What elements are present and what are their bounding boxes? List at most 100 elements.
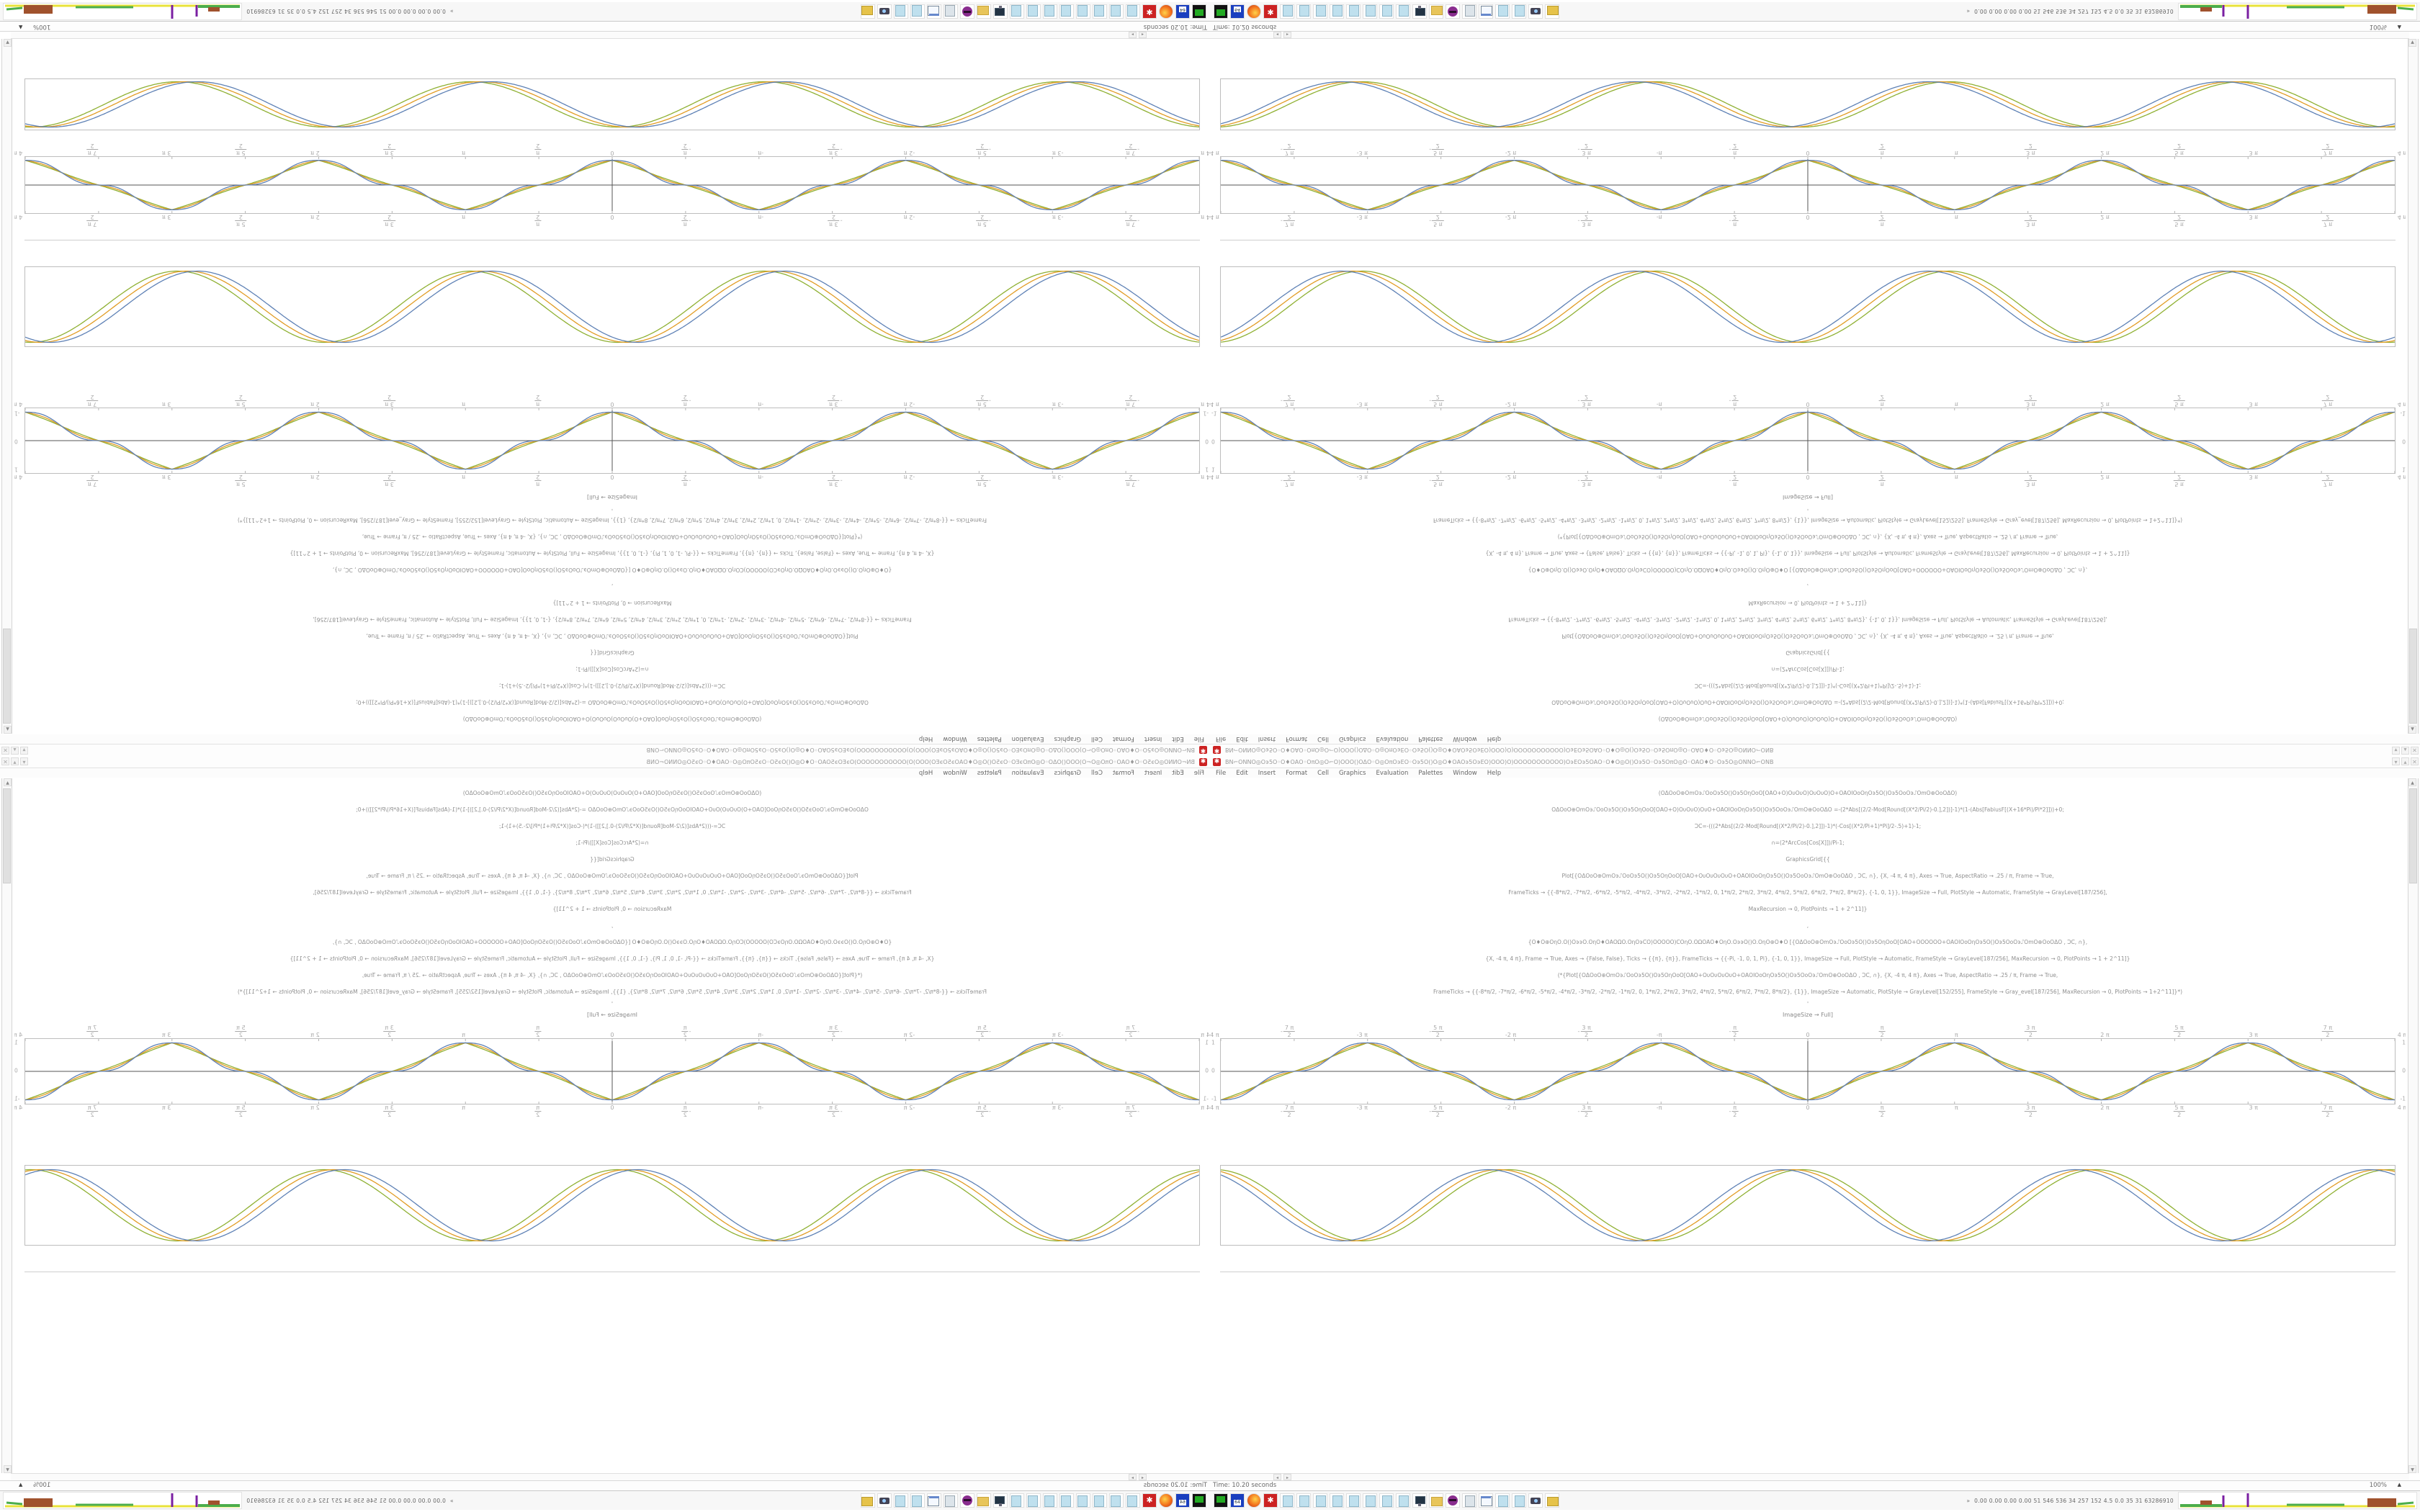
magnification-value[interactable]: 100% <box>2369 23 2387 30</box>
horizontal-scrollbar[interactable]: ◂ ▸ <box>11 31 1210 39</box>
scroll-left-icon[interactable]: ◂ <box>1139 1474 1147 1480</box>
notebook-doc-icon[interactable] <box>1076 1493 1090 1508</box>
notebook-doc-icon[interactable] <box>1495 4 1510 19</box>
mathematica-icon[interactable]: ✱ <box>1142 1493 1157 1508</box>
imagesize-caption[interactable]: ImageSize → Full] <box>586 1012 638 1018</box>
minimize-button[interactable]: ▾ <box>2392 747 2400 755</box>
magnification-arrow-icon[interactable]: ▲ <box>2397 1482 2401 1488</box>
menu-item-help[interactable]: Help <box>918 735 933 743</box>
screenshot-icon[interactable] <box>1528 4 1543 19</box>
code-cell-line[interactable]: FrameTicks → {{-8*π/2, -7*π/2, -6*π/2, -… <box>237 517 987 523</box>
code-cell-line[interactable]: ϽC=-(((2*Abs[(2/2-Mod[Round[(X*2/Pi/2)-0… <box>498 683 726 689</box>
code-cell-line[interactable]: {X, -4 π, 4 π}, Frame → True, Axes → {Fa… <box>290 955 935 962</box>
media-player-icon[interactable] <box>1446 4 1460 19</box>
code-cell-line[interactable]: {X, -4 π, 4 π}, Frame → True, Axes → {Fa… <box>1485 955 2130 962</box>
screenshot-icon[interactable] <box>1528 1493 1543 1508</box>
code-cell-line[interactable]: , <box>611 922 614 929</box>
code-cell-line[interactable]: (*{Plot[{ΟΔΟοΟ⊕ΟmΟ϶⑀ΟοΟ϶5Ο()Ο϶5ΟηΟοΟ[ΟΑΟ… <box>1557 534 2058 540</box>
menu-item-cell[interactable]: Cell <box>1091 769 1103 777</box>
notebook-doc-icon[interactable] <box>1346 1493 1361 1508</box>
mathematica-icon[interactable]: ✱ <box>1263 1493 1278 1508</box>
window-titlebar[interactable]: ✱ ΒΝ⌐ΟΝΝΟ◎Ο϶5Ο◦Ο♦ΟΑΟ◦ΟπΟ◎Ο⌐Ο)ΟΟΟ()ΟΔΟ◦Ο◎… <box>0 744 1210 756</box>
notebook-doc-icon[interactable] <box>1363 4 1377 19</box>
code-cell-line[interactable]: ' <box>611 1001 614 1007</box>
code-cell-line[interactable]: Plot[{ΟΔΟοΟ⊕ΟmΟ϶⑀ΟοΟ϶5Ο()Ο϶5ΟηΟοΟ[ΟΑΟ+Ου… <box>366 873 859 879</box>
code-cell-line[interactable]: ΟΔΟοΟ⊕ΟmΟ϶⑀ΟοΟ϶5Ο()Ο϶5ΟηΟοΟ[ΟΑΟ+Ο)ΟυΟυΟ)… <box>1551 699 2064 706</box>
notebook-doc-icon[interactable] <box>1043 4 1057 19</box>
code-cell-line[interactable]: MaxRecursion → 0, PlotPoints → 1 + 2^11]… <box>552 600 672 606</box>
notebook-doc-icon[interactable] <box>1126 4 1140 19</box>
code-cell-line[interactable]: GraphicsGrid[{{ <box>1785 649 1830 656</box>
code-cell-line[interactable]: (ΟΔΟοΟ⊕ΟmΟ϶⑀ΟοΟ϶5Ο()Ο϶5ΟηΟοΟ[ΟΑΟ+Ο)ΟυΟυΟ… <box>462 716 762 722</box>
vertical-scrollbar[interactable]: ▲ ▼ <box>1 778 12 1473</box>
monitor-icon[interactable] <box>993 4 1008 19</box>
maximize-button[interactable]: ▴ <box>2401 747 2409 755</box>
scroll-left-icon[interactable]: ◂ <box>1273 1474 1281 1480</box>
code-cell-line[interactable]: GraphicsGrid[{{ <box>590 649 635 656</box>
document-viewer-icon[interactable] <box>1462 1493 1476 1508</box>
scroll-down-icon[interactable]: ▼ <box>4 1465 12 1473</box>
notebook-doc-icon[interactable] <box>1010 4 1024 19</box>
vertical-scroll-thumb[interactable] <box>2409 788 2417 883</box>
code-cell-line[interactable]: FrameTicks → {{-8*π/2, -7*π/2, -6*π/2, -… <box>237 989 987 995</box>
menu-item-format[interactable]: Format <box>1112 735 1134 743</box>
tray-expand-icon[interactable]: » <box>449 1497 454 1504</box>
notebook-doc-icon[interactable] <box>1026 1493 1041 1508</box>
menu-item-graphics[interactable]: Graphics <box>1054 735 1082 743</box>
notebook-doc-icon[interactable] <box>1280 1493 1294 1508</box>
code-cell-line[interactable]: ' <box>1806 1001 1809 1007</box>
folder-icon[interactable] <box>977 4 991 19</box>
code-cell-line[interactable]: FrameTicks → {{-8*π/2, -7*π/2, -6*π/2, -… <box>1433 989 2183 995</box>
code-cell-line[interactable]: ∩=(2*ArcCos[Cos[X]])/Pi-1; <box>575 666 649 672</box>
code-cell-line[interactable]: ΟΔΟοΟ⊕ΟmΟ϶⑀ΟοΟ϶5Ο()Ο϶5ΟηΟοΟ[ΟΑΟ+Ο)ΟυΟυΟ)… <box>1551 806 2064 813</box>
scroll-up-icon[interactable]: ▲ <box>2408 726 2416 734</box>
code-cell-line[interactable]: , <box>1806 922 1809 929</box>
tray-expand-icon[interactable]: » <box>1966 8 1971 15</box>
code-cell-line[interactable]: Plot[{ΟΔΟοΟ⊕ΟmΟ϶⑀ΟοΟ϶5Ο()Ο϶5ΟηΟοΟ[ΟΑΟ+Ου… <box>1561 633 2054 639</box>
code-cell-line[interactable]: (ΟΔΟοΟ⊕ΟmΟ϶⑀ΟοΟ϶5Ο()Ο϶5ΟηΟοΟ[ΟΑΟ+Ο)ΟυΟυΟ… <box>1658 790 1958 796</box>
menu-item-format[interactable]: Format <box>1112 769 1134 777</box>
code-cell-line[interactable]: FrameTicks → {{-8*π/2, -7*π/2, -6*π/2, -… <box>1433 517 2183 523</box>
menu-item-edit[interactable]: Edit <box>1236 769 1248 777</box>
vertical-scrollbar[interactable]: ▲ ▼ <box>2408 39 2419 734</box>
notebook-doc-icon[interactable] <box>1059 1493 1074 1508</box>
notebook-doc-icon[interactable] <box>894 1493 908 1508</box>
notebook-doc-icon[interactable] <box>1346 4 1361 19</box>
magnification-value[interactable]: 100% <box>33 1482 51 1489</box>
notebook-doc-icon[interactable] <box>1280 4 1294 19</box>
scroll-up-icon[interactable]: ▲ <box>4 726 12 734</box>
code-cell-line[interactable]: ∩=(2*ArcCos[Cos[X]])/Pi-1; <box>1771 840 1845 846</box>
notebook-doc-icon[interactable] <box>1296 4 1311 19</box>
menu-item-insert[interactable]: Insert <box>1144 769 1162 777</box>
notebook-doc-icon[interactable] <box>1093 4 1107 19</box>
code-cell-line[interactable]: FrameTicks → {{-8*π/2, -7*π/2, -6*π/2, -… <box>1508 616 2107 623</box>
screenshot-icon[interactable] <box>877 4 892 19</box>
code-cell-line[interactable]: {Ο♦Ο⊕ΟηΟ.Ο()Ο϶϶Ο.ΟηΟ♦ΟΑΟΩΟ.ΟηΟ϶CΟ)ΟΟΟΟΟ)… <box>1528 567 2088 573</box>
code-cell-line[interactable]: ∩=(2*ArcCos[Cos[X]])/Pi-1; <box>1771 666 1845 672</box>
minimize-button[interactable]: ▾ <box>20 757 28 765</box>
imagesize-caption[interactable]: ImageSize → Full] <box>1782 494 1834 500</box>
menu-item-file[interactable]: File <box>1216 735 1227 743</box>
code-cell-line[interactable]: ' <box>1806 505 1809 511</box>
code-cell-line[interactable]: {X, -4 π, 4 π}, Frame → True, Axes → {Fa… <box>1485 550 2130 557</box>
menu-item-window[interactable]: Window <box>943 769 967 777</box>
notebook-doc-icon[interactable] <box>1512 4 1526 19</box>
scroll-right-icon[interactable]: ▸ <box>1129 32 1137 38</box>
scroll-left-icon[interactable]: ◂ <box>1273 32 1281 38</box>
scroll-left-icon[interactable]: ◂ <box>1139 32 1147 38</box>
maximize-button[interactable]: ▴ <box>2401 757 2409 765</box>
menu-item-file[interactable]: File <box>1216 769 1227 777</box>
menu-item-palettes[interactable]: Palettes <box>1418 769 1443 777</box>
code-cell-line[interactable]: ΟΔΟοΟ⊕ΟmΟ϶⑀ΟοΟ϶5Ο()Ο϶5ΟηΟοΟ[ΟΑΟ+Ο)ΟυΟυΟ)… <box>356 699 869 706</box>
menu-item-graphics[interactable]: Graphics <box>1054 769 1082 777</box>
vertical-scroll-thumb[interactable] <box>2409 629 2417 724</box>
code-cell-line[interactable]: FrameTicks → {{-8*π/2, -7*π/2, -6*π/2, -… <box>313 889 912 896</box>
menu-item-palettes[interactable]: Palettes <box>977 735 1002 743</box>
notebook-doc-icon[interactable] <box>1026 4 1041 19</box>
menu-item-cell[interactable]: Cell <box>1091 735 1103 743</box>
scroll-up-icon[interactable]: ▲ <box>2408 778 2416 786</box>
notebook-doc-icon[interactable] <box>1379 4 1394 19</box>
vertical-scroll-thumb[interactable] <box>3 788 11 883</box>
scroll-down-icon[interactable]: ▼ <box>2408 39 2416 47</box>
monitor-icon[interactable] <box>993 1493 1008 1508</box>
